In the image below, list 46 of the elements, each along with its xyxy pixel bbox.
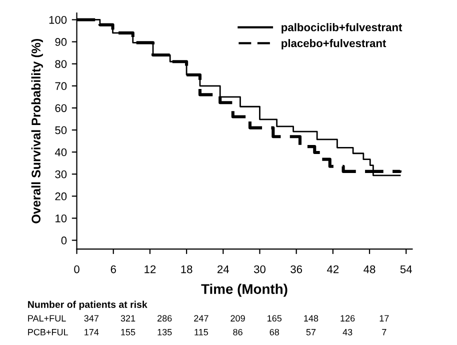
y-tick-label: 0 — [61, 236, 67, 244]
y-tick-label: 60 — [55, 104, 67, 112]
y-tick-label: 80 — [55, 60, 67, 68]
legend-label: palbociclib+fulvestrant — [282, 23, 402, 34]
x-tick-label: 24 — [218, 265, 230, 274]
x-tick-label: 48 — [364, 265, 376, 274]
y-axis-title: Overall Survival Probability (%) — [31, 38, 43, 224]
y-tick-label: 30 — [55, 170, 67, 178]
x-axis-title: Time (Month) — [201, 284, 288, 297]
text: 135 — [158, 328, 172, 336]
x-tick-label: 30 — [254, 265, 266, 274]
x-tick-label: 12 — [144, 265, 156, 274]
y-tick-label: 50 — [55, 126, 67, 134]
text: 126 — [340, 315, 355, 322]
text: 209 — [230, 315, 245, 322]
x-tick-label: 36 — [290, 265, 302, 274]
text: 115 — [194, 329, 208, 336]
y-tick-label: 100 — [49, 16, 67, 24]
text: 43 — [342, 328, 352, 336]
x-tick-label: 18 — [181, 265, 192, 274]
x-tick-label: 54 — [400, 265, 412, 274]
text: 7 — [382, 329, 386, 336]
legend-label: placebo+fulvestrant — [282, 39, 386, 50]
x-tick-label: 42 — [327, 265, 339, 274]
y-tick-label: 20 — [55, 192, 67, 200]
y-tick-label: 90 — [55, 38, 67, 46]
text: 57 — [306, 329, 316, 336]
text: 321 — [120, 315, 136, 322]
text: 148 — [304, 315, 318, 322]
x-tick-label: 6 — [110, 265, 116, 274]
text: 286 — [158, 315, 172, 322]
text: 165 — [268, 315, 282, 322]
text: 155 — [121, 329, 136, 336]
x-tick-label: 0 — [74, 265, 80, 274]
text: 347 — [84, 315, 98, 322]
text: PCB+FUL — [28, 328, 68, 336]
text: PAL+FUL — [28, 315, 66, 322]
text: 247 — [194, 315, 208, 322]
text: Number of patients at risk — [28, 300, 148, 310]
y-tick-label: 40 — [54, 148, 67, 156]
text: 17 — [380, 315, 389, 322]
text: 68 — [270, 328, 280, 336]
text: 174 — [84, 329, 99, 336]
y-tick-label: 10 — [56, 214, 67, 222]
text: 86 — [233, 328, 242, 336]
y-tick-label: 70 — [55, 82, 67, 90]
